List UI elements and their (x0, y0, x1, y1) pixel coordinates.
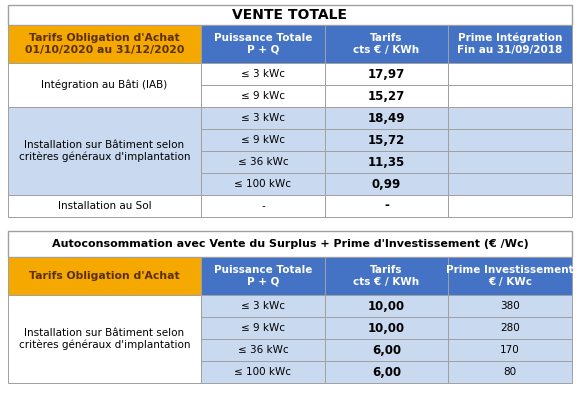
Bar (448, 195, 572, 217)
Text: 15,27: 15,27 (368, 90, 405, 103)
Bar (325, 107, 448, 129)
Bar (448, 361, 572, 383)
Bar (448, 151, 572, 173)
Text: 170: 170 (500, 345, 520, 355)
Text: 280: 280 (500, 323, 520, 333)
Bar (8, 257, 201, 295)
Bar (325, 317, 448, 339)
Bar (325, 85, 448, 107)
Text: ≤ 3 kWc: ≤ 3 kWc (241, 301, 285, 311)
Text: Tarifs Obligation d'Achat
01/10/2020 au 31/12/2020: Tarifs Obligation d'Achat 01/10/2020 au … (25, 33, 184, 55)
Text: ≤ 3 kWc: ≤ 3 kWc (241, 113, 285, 123)
Bar (325, 361, 448, 383)
Bar (325, 339, 448, 361)
Text: Installation au Sol: Installation au Sol (57, 201, 151, 211)
Text: Autoconsommation avec Vente du Surplus + Prime d'Investissement (€ /Wc): Autoconsommation avec Vente du Surplus +… (52, 239, 528, 249)
Bar (201, 107, 325, 129)
Bar (201, 295, 325, 317)
Text: ≤ 9 kWc: ≤ 9 kWc (241, 323, 285, 333)
Bar (448, 317, 572, 339)
Text: 380: 380 (500, 301, 520, 311)
Bar (201, 151, 325, 173)
Text: Puissance Totale
P + Q: Puissance Totale P + Q (214, 33, 312, 55)
Bar (325, 173, 448, 195)
Text: -: - (261, 201, 265, 211)
Text: ≤ 9 kWc: ≤ 9 kWc (241, 91, 285, 101)
Text: Tarifs
cts € / KWh: Tarifs cts € / KWh (353, 265, 419, 287)
Bar (325, 195, 448, 217)
Text: ≤ 100 kWc: ≤ 100 kWc (234, 179, 291, 189)
Bar (325, 63, 448, 85)
Bar (325, 25, 448, 63)
Text: VENTE TOTALE: VENTE TOTALE (233, 8, 347, 22)
Bar (201, 25, 325, 63)
Bar (448, 85, 572, 107)
Bar (8, 5, 572, 25)
Text: 6,00: 6,00 (372, 344, 401, 357)
Bar (448, 257, 572, 295)
Text: Installation sur Bâtiment selon
critères généraux d'implantation: Installation sur Bâtiment selon critères… (19, 328, 190, 350)
Bar (325, 257, 448, 295)
Text: 6,00: 6,00 (372, 366, 401, 378)
Bar (201, 257, 325, 295)
Bar (201, 339, 325, 361)
Text: Prime Investissement
€ / KWc: Prime Investissement € / KWc (446, 265, 574, 287)
Text: 17,97: 17,97 (368, 67, 405, 81)
Bar (325, 151, 448, 173)
Bar (448, 339, 572, 361)
Bar (8, 63, 201, 107)
Text: Installation sur Bâtiment selon
critères généraux d'implantation: Installation sur Bâtiment selon critères… (19, 140, 190, 162)
Text: Tarifs
cts € / KWh: Tarifs cts € / KWh (353, 33, 419, 55)
Text: 10,00: 10,00 (368, 299, 405, 312)
Bar (201, 129, 325, 151)
Text: Prime Intégration
Fin au 31/09/2018: Prime Intégration Fin au 31/09/2018 (458, 33, 563, 55)
Bar (448, 295, 572, 317)
Bar (201, 85, 325, 107)
Text: -: - (384, 200, 389, 213)
Bar (448, 129, 572, 151)
Text: ≤ 3 kWc: ≤ 3 kWc (241, 69, 285, 79)
Text: 0,99: 0,99 (372, 178, 401, 191)
Bar (8, 195, 201, 217)
Text: 80: 80 (503, 367, 517, 377)
Text: 10,00: 10,00 (368, 321, 405, 335)
Bar (325, 129, 448, 151)
Bar (448, 107, 572, 129)
Text: ≤ 100 kWc: ≤ 100 kWc (234, 367, 291, 377)
Bar (201, 173, 325, 195)
Text: 18,49: 18,49 (368, 112, 405, 124)
Text: ≤ 36 kWc: ≤ 36 kWc (238, 345, 288, 355)
Bar (201, 361, 325, 383)
Text: Tarifs Obligation d'Achat: Tarifs Obligation d'Achat (29, 271, 180, 281)
Bar (448, 173, 572, 195)
Text: ≤ 9 kWc: ≤ 9 kWc (241, 135, 285, 145)
Bar (201, 63, 325, 85)
Bar (325, 295, 448, 317)
Text: 15,72: 15,72 (368, 133, 405, 146)
Bar (8, 25, 201, 63)
Text: ≤ 36 kWc: ≤ 36 kWc (238, 157, 288, 167)
Bar (201, 195, 325, 217)
Bar (201, 317, 325, 339)
Text: Puissance Totale
P + Q: Puissance Totale P + Q (214, 265, 312, 287)
Text: 11,35: 11,35 (368, 155, 405, 169)
Bar (8, 107, 201, 195)
Bar (448, 63, 572, 85)
Text: Intégration au Bâti (IAB): Intégration au Bâti (IAB) (41, 80, 168, 90)
Bar (8, 231, 572, 257)
Bar (448, 25, 572, 63)
Bar (8, 295, 201, 383)
